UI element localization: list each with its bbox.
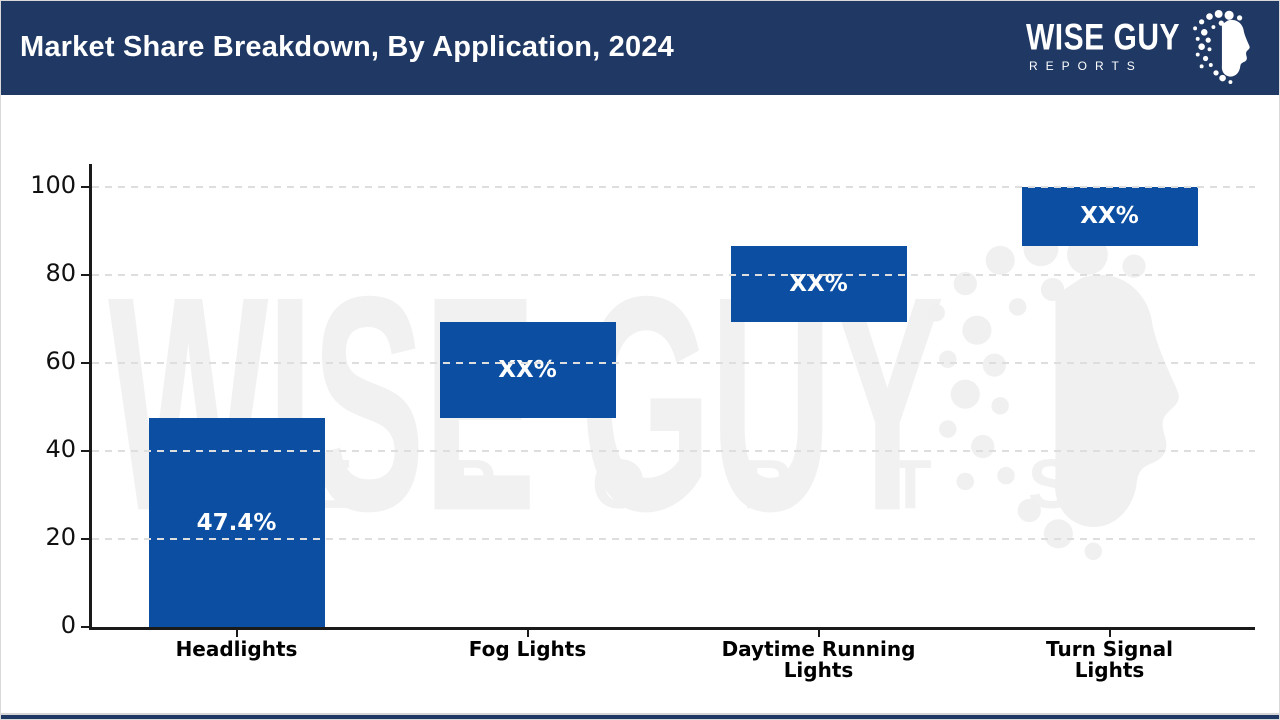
x-category-label-fog-lights: Fog Lights	[468, 637, 587, 661]
x-category-label-turn-signal-lights: Turn Signal Lights	[1046, 637, 1173, 682]
y-tick-mark	[81, 626, 90, 628]
x-tick-mark	[1108, 630, 1111, 637]
y-tick-mark	[81, 186, 90, 188]
x-tick-mark	[235, 630, 238, 637]
bar-headlights: 47.4%	[148, 418, 325, 627]
y-tick-label: 40	[45, 435, 76, 463]
x-tick-mark	[817, 630, 820, 637]
gridline-100	[92, 186, 1255, 188]
bar-value-label: XX%	[1080, 203, 1139, 230]
x-category-label-headlights: Headlights	[175, 637, 298, 661]
page-title: Market Share Breakdown, By Application, …	[20, 31, 674, 63]
bar-value-label: XX%	[498, 357, 557, 384]
gridline-60	[92, 362, 1255, 364]
bar-value-label: 47.4%	[196, 509, 277, 536]
watermark-dot-face-icon	[927, 231, 1179, 560]
bar-fog-lights: XX%	[439, 321, 616, 419]
y-tick-label: 20	[45, 523, 76, 551]
dot-face-profile-icon	[1193, 9, 1250, 84]
logo-wordmark: WISE GUY	[1025, 16, 1180, 58]
y-tick-label: 80	[45, 259, 76, 287]
gridline-40	[92, 450, 1255, 452]
x-axis-line	[89, 627, 1255, 630]
gridline-20	[92, 538, 1255, 540]
bar-turn-signal-lights: XX%	[1021, 187, 1198, 246]
y-tick-mark	[81, 274, 90, 276]
y-tick-mark	[81, 450, 90, 452]
y-tick-label: 60	[45, 347, 76, 375]
brand-logo-text: WISE GUY REPORTS	[1026, 18, 1180, 73]
y-axis-line	[89, 164, 92, 630]
y-tick-mark	[81, 538, 90, 540]
y-tick-mark	[81, 362, 90, 364]
x-tick-mark	[526, 630, 529, 637]
logo-subtext: REPORTS	[1028, 58, 1143, 73]
x-category-label-daytime-running-lights: Daytime Running Lights	[721, 637, 916, 682]
brand-logo: WISE GUY REPORTS	[1026, 8, 1254, 88]
footer-bar	[0, 713, 1280, 720]
y-tick-label: 100	[30, 171, 76, 199]
y-tick-label: 0	[60, 611, 76, 639]
gridline-80	[92, 274, 1255, 276]
header-bar: Market Share Breakdown, By Application, …	[0, 0, 1280, 95]
bar-daytime-running-lights: XX%	[730, 245, 907, 322]
